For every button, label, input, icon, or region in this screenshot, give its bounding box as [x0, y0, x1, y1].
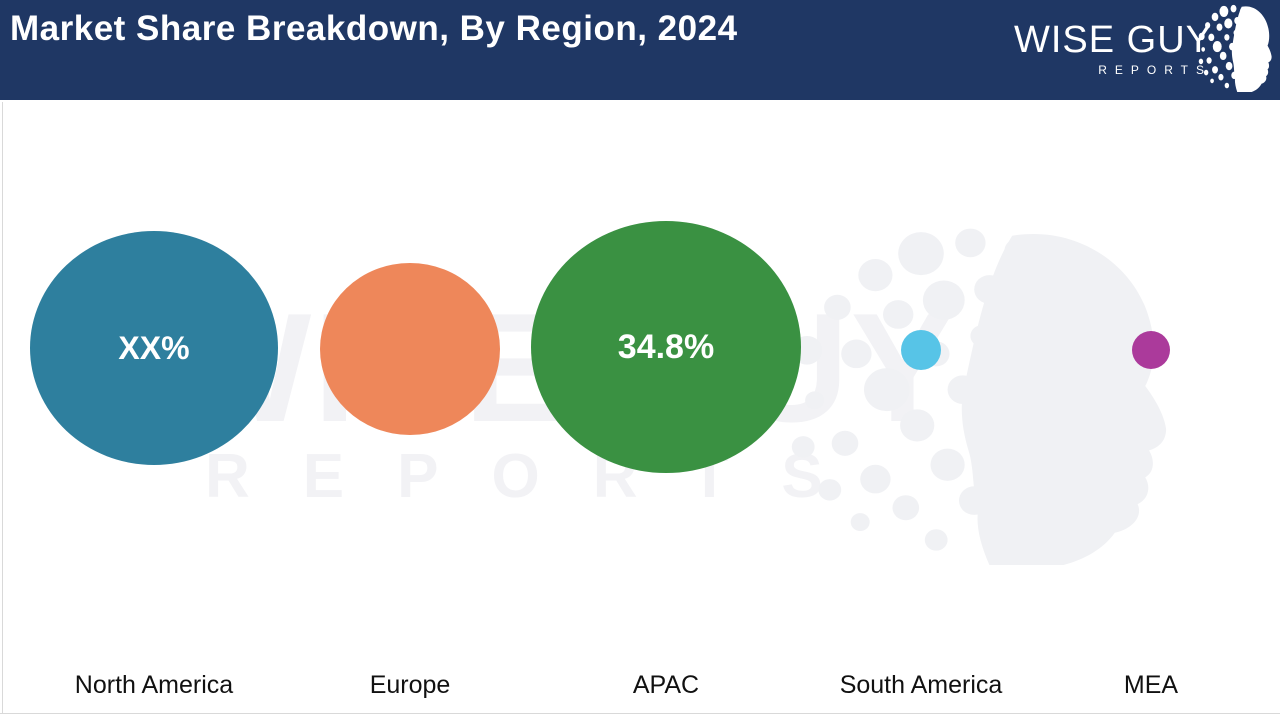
bubble-south-america — [901, 330, 941, 370]
category-label-apac: APAC — [632, 671, 700, 699]
axis-bottom-line — [0, 713, 1280, 714]
header: Market Share Breakdown, By Region, 2024 … — [0, 0, 1280, 100]
bubble-value-label: XX% — [118, 329, 190, 366]
bubble-apac: 34.8% — [531, 221, 801, 473]
category-label-mea: MEA — [1123, 671, 1179, 699]
logo-line2: REPORTS — [1098, 63, 1212, 78]
axis-left-line — [2, 102, 3, 713]
bubble-europe — [320, 263, 500, 435]
category-label-south-america: South America — [839, 671, 1003, 699]
bubble-mea — [1132, 331, 1170, 369]
category-label-europe: Europe — [369, 671, 451, 699]
watermark-reports: REPORTS — [205, 442, 876, 511]
watermark-head-icon — [788, 225, 1168, 565]
chart-area: WISE GUY REPORTS XX%34.8% North AmericaE… — [0, 100, 1280, 720]
logo-wordmark: WISE GUY REPORTS — [1014, 19, 1212, 78]
bubble-value-label: 34.8% — [617, 327, 715, 366]
wise-guy-logo: WISE GUY REPORTS — [1014, 4, 1272, 92]
bubble-north-america: XX% — [30, 231, 278, 465]
logo-line1: WISE GUY — [1013, 18, 1212, 61]
category-label-north-america: North America — [74, 671, 234, 699]
page-title: Market Share Breakdown, By Region, 2024 — [10, 9, 738, 48]
